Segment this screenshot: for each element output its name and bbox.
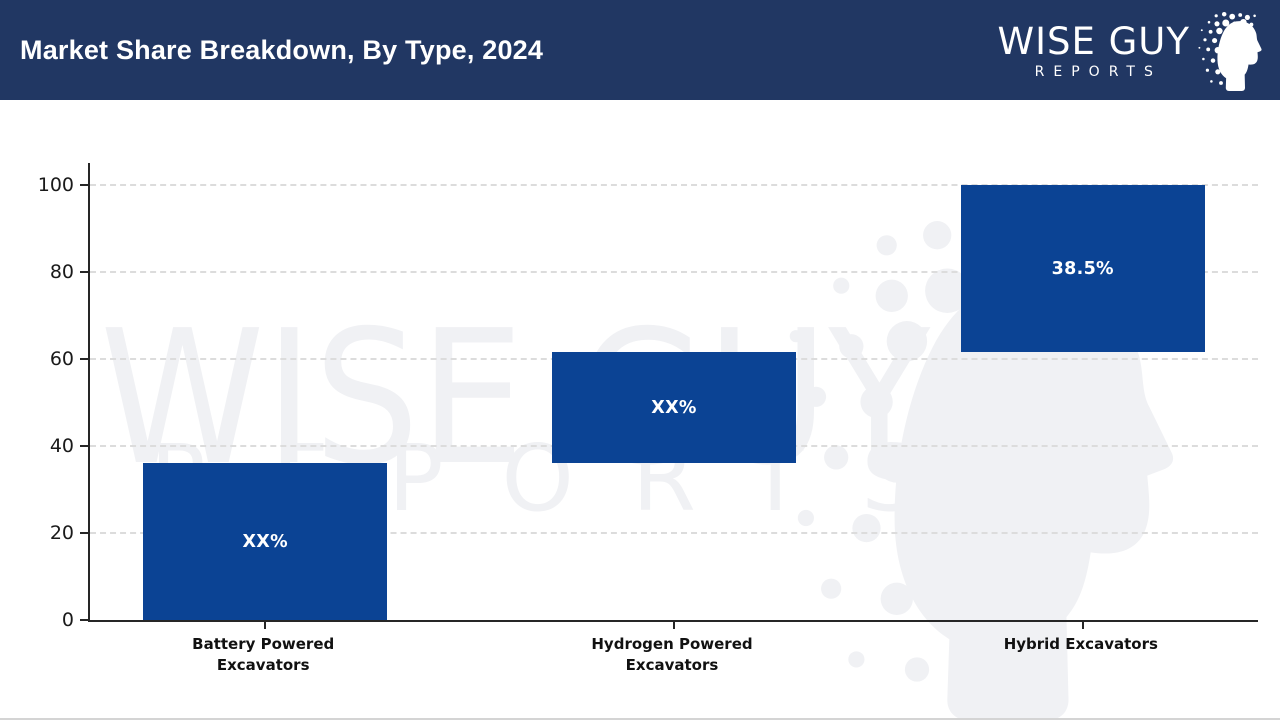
y-tick-label-0: 0: [61, 609, 74, 631]
bar-hydrogen-powered-excavators: XX%: [551, 352, 797, 464]
bar-hybrid-excavators: 38.5%: [960, 184, 1205, 353]
gridline-20: [90, 531, 1258, 534]
x-axis-labels: Battery Powered Excavators Hydrogen Powere…: [88, 634, 1256, 694]
x-category-label-line: Excavators: [625, 656, 719, 674]
x-category-label-battery-powered-excavators: Battery Powered Excavators: [192, 634, 334, 676]
y-tick-label-40: 40: [49, 434, 74, 457]
x-tickmark-hybrid-excavators: [1081, 622, 1084, 629]
y-tick-label-100: 100: [37, 173, 74, 196]
x-category-label-hybrid-excavators: Hybrid Excavators: [1004, 634, 1158, 655]
x-category-label-line: Hybrid Excavators: [1003, 635, 1158, 653]
y-tickmark-100: [80, 183, 88, 186]
x-category-label-line: Excavators: [216, 656, 310, 674]
y-tick-label-80: 80: [49, 260, 74, 283]
x-tickmark-battery-powered-excavators: [264, 622, 267, 629]
y-tickmark-0: [80, 619, 88, 621]
chart-region: WISE GUY REPORTS 0 20 40 60 80 100 XX% XX% 38.5…: [0, 100, 1280, 720]
bar-value-label: 38.5%: [1051, 258, 1114, 279]
x-category-label-line: Battery Powered: [192, 635, 335, 653]
y-tick-label-60: 60: [49, 347, 74, 370]
x-category-label-hydrogen-powered-excavators: Hydrogen Powered Excavators: [591, 634, 752, 676]
page-title: Market Share Breakdown, By Type, 2024: [20, 34, 544, 65]
y-tickmark-20: [80, 531, 88, 534]
y-tickmark-60: [80, 357, 88, 360]
y-tickmark-80: [80, 270, 88, 273]
bottom-border: [0, 718, 1280, 720]
gridline-100: [90, 183, 1258, 186]
bar-value-label: XX%: [242, 531, 288, 552]
logo-subtext: REPORTS: [1034, 64, 1162, 80]
logo-text: WISE GUY REPORTS: [997, 20, 1190, 81]
header-bar: Market Share Breakdown, By Type, 2024 WI…: [0, 0, 1280, 100]
y-tickmark-40: [80, 444, 88, 447]
logo-face-icon: [1198, 11, 1262, 91]
x-tickmark-hydrogen-powered-excavators: [673, 622, 675, 629]
bar-battery-powered-excavators: XX%: [143, 463, 388, 620]
y-tick-label-20: 20: [49, 521, 74, 544]
logo-wordmark: WISE GUY: [997, 20, 1190, 63]
x-category-label-line: Hydrogen Powered: [591, 635, 753, 653]
y-axis-labels: 0 20 40 60 80 100: [0, 163, 74, 631]
plot-area: XX% XX% 38.5%: [80, 163, 1258, 629]
wiseguy-logo: WISE GUY REPORTS: [998, 8, 1266, 94]
bar-value-label: XX%: [651, 397, 697, 418]
gridline-80: [90, 270, 1258, 273]
